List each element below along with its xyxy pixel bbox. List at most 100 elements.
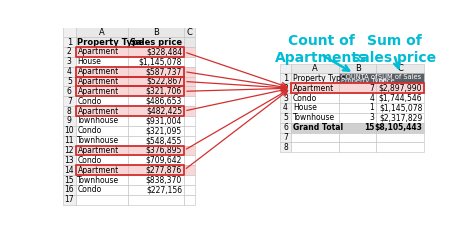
Text: $838,370: $838,370 (146, 176, 182, 185)
Bar (75, 47, 128, 57)
Bar (280, 93, 291, 103)
Text: Condo: Condo (293, 94, 317, 103)
Text: 4: 4 (67, 67, 72, 76)
Bar (63, 96, 75, 106)
Bar (63, 27, 75, 37)
Bar (75, 86, 128, 96)
Text: $277,876: $277,876 (146, 166, 182, 175)
Text: 7: 7 (369, 84, 374, 93)
Bar (75, 76, 184, 86)
Bar (128, 67, 184, 76)
Text: $709,642: $709,642 (146, 156, 182, 165)
Text: Condo: Condo (77, 126, 102, 135)
Bar (184, 175, 195, 185)
Bar (75, 146, 184, 155)
Bar (128, 47, 184, 57)
Bar (184, 37, 195, 47)
Bar (376, 123, 424, 133)
Text: $227,156: $227,156 (146, 185, 182, 194)
Bar (280, 133, 291, 143)
Bar (376, 113, 424, 123)
Bar (280, 63, 291, 73)
Bar (291, 143, 339, 152)
Bar (291, 73, 339, 83)
Bar (184, 136, 195, 146)
Text: $321,706: $321,706 (146, 87, 182, 96)
Text: 5: 5 (283, 113, 288, 122)
Bar (75, 165, 128, 175)
Bar (75, 106, 184, 116)
Bar (339, 93, 376, 103)
Bar (75, 37, 128, 47)
Bar (75, 106, 128, 116)
Text: Condo: Condo (77, 97, 102, 106)
Bar (128, 96, 184, 106)
Bar (280, 73, 291, 83)
Text: Apartment: Apartment (293, 84, 334, 93)
Text: Townhouse: Townhouse (77, 116, 119, 125)
Bar (63, 67, 75, 76)
Bar (339, 123, 376, 133)
Text: COUNTA of: COUNTA of (341, 74, 377, 80)
Text: Property Type: Property Type (293, 74, 346, 83)
Bar (184, 146, 195, 155)
Bar (376, 83, 424, 93)
Bar (184, 106, 195, 116)
Bar (128, 37, 184, 47)
Text: Townhouse: Townhouse (77, 136, 119, 145)
Text: $2,897,990: $2,897,990 (379, 84, 422, 93)
Bar (75, 126, 128, 136)
Text: 3: 3 (67, 57, 72, 66)
Bar (291, 83, 424, 93)
Bar (128, 57, 184, 67)
Bar (184, 76, 195, 86)
Text: 15: 15 (64, 176, 74, 185)
Text: Property Type: Property Type (341, 78, 387, 84)
Text: 15: 15 (364, 123, 374, 132)
Bar (75, 185, 128, 195)
Text: Townhouse: Townhouse (77, 176, 119, 185)
Bar (75, 195, 128, 205)
Text: $548,455: $548,455 (146, 136, 182, 145)
Text: SUM of Sales: SUM of Sales (378, 74, 421, 80)
Bar (75, 67, 184, 76)
Bar (291, 93, 339, 103)
Bar (63, 185, 75, 195)
Bar (339, 63, 376, 73)
Bar (376, 103, 424, 113)
Text: $931,004: $931,004 (146, 116, 182, 125)
Bar (63, 155, 75, 165)
Bar (128, 146, 184, 155)
Text: 9: 9 (67, 116, 72, 125)
Text: Condo: Condo (77, 185, 102, 194)
Bar (339, 143, 376, 152)
Text: 7: 7 (283, 133, 288, 142)
Bar (184, 165, 195, 175)
Text: 2: 2 (67, 47, 72, 56)
Bar (280, 143, 291, 152)
Text: $328,484: $328,484 (146, 47, 182, 56)
Bar (339, 103, 376, 113)
Text: $486,653: $486,653 (146, 97, 182, 106)
Text: B: B (355, 64, 361, 73)
Text: 13: 13 (64, 156, 74, 165)
Text: $321,095: $321,095 (146, 126, 182, 135)
Bar (291, 133, 339, 143)
Bar (63, 175, 75, 185)
Bar (376, 93, 424, 103)
Bar (184, 27, 195, 37)
Bar (184, 57, 195, 67)
Text: Apartment: Apartment (77, 166, 118, 175)
Text: 5: 5 (67, 77, 72, 86)
Bar (75, 76, 128, 86)
Bar (63, 146, 75, 155)
Text: Apartment: Apartment (77, 146, 118, 155)
Text: Property Type: Property Type (77, 38, 144, 46)
Bar (75, 57, 128, 67)
Text: 4: 4 (369, 94, 374, 103)
Bar (184, 195, 195, 205)
Text: 1: 1 (67, 38, 72, 46)
Text: $1,145,078: $1,145,078 (379, 103, 422, 112)
Bar (184, 155, 195, 165)
Bar (280, 113, 291, 123)
